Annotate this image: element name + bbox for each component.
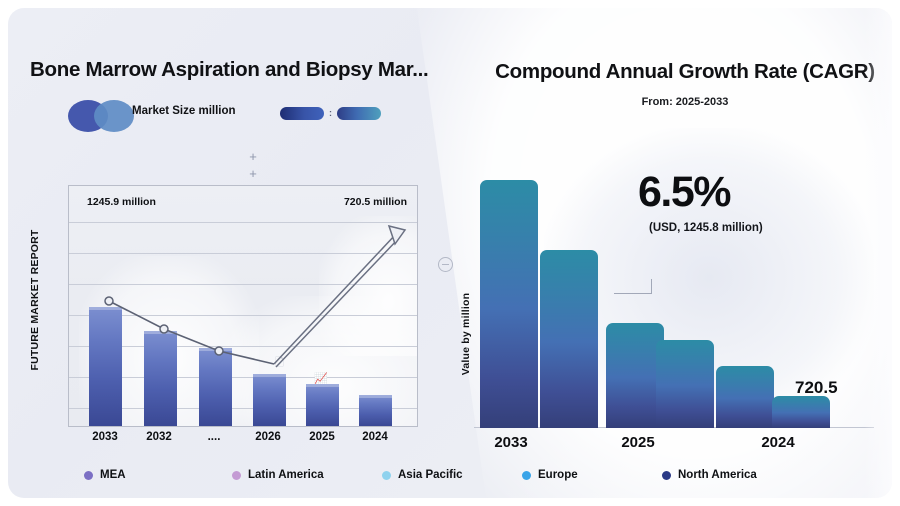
x-tick-label: 2024	[761, 434, 795, 451]
right-panel-title: Compound Annual Growth Rate (CAGR)	[495, 60, 875, 83]
x-tick-label: 2032	[146, 431, 172, 443]
minus-circle-icon	[438, 257, 453, 272]
trend-marker	[159, 324, 169, 334]
x-tick-label: 2025	[309, 431, 335, 443]
left-panel-title: Bone Marrow Aspiration and Biopsy Mar...	[30, 58, 429, 81]
x-tick-label: 2033	[494, 434, 528, 451]
x-tick-label: 2026	[255, 431, 281, 443]
chart-icon: 📈	[314, 373, 328, 385]
infographic-card: Bone Marrow Aspiration and Biopsy Mar...…	[8, 8, 892, 498]
legend-item-north-america[interactable]: North America	[662, 469, 757, 481]
legend-label-europe: Europe	[538, 469, 578, 481]
legend-dot-latin-america	[232, 470, 241, 480]
growth-arrow-head	[387, 224, 407, 246]
legend-label-latin-america: Latin America	[248, 469, 324, 481]
left-bar-chart: 1245.9 million 720.5 million 🗋 📈	[68, 185, 418, 427]
x-tick-label: 2025	[621, 434, 655, 451]
legend-label-north-america: North America	[678, 469, 757, 481]
legend-item-asia-pacific[interactable]: Asia Pacific	[382, 469, 522, 481]
venn-logo-icon	[68, 100, 134, 132]
right-annotation-value: 720.5 million	[343, 196, 407, 208]
left-chart-y-axis-label: FUTURE MARKET REPORT	[29, 229, 41, 371]
legend-dot-europe	[522, 470, 531, 480]
right-bar-chart: 2033 2025 2024	[474, 158, 874, 451]
legend-pill-separator: :	[329, 108, 332, 118]
legend-label-asia-pacific: Asia Pacific	[398, 469, 463, 481]
trend-line-overlay	[104, 224, 407, 368]
legend-dot-asia-pacific	[382, 470, 391, 480]
venn-circle-right	[94, 100, 134, 132]
legend-label-mea: MEA	[100, 469, 126, 481]
right-chart-y-axis-label: Value by million	[460, 292, 472, 376]
gridline	[69, 315, 417, 316]
decorative-plus-marks: + +	[246, 148, 260, 182]
bar-2024-b	[772, 396, 830, 428]
bar-2026	[253, 374, 286, 426]
right-panel-subtitle: From: 2025-2033	[641, 96, 729, 108]
cagr-value: 6.5%	[638, 168, 732, 216]
growth-arrow-line-a	[273, 233, 397, 365]
bar-2033	[89, 307, 122, 426]
gridline	[69, 377, 417, 378]
legend-item-europe[interactable]: Europe	[522, 469, 662, 481]
bar-2024	[359, 395, 392, 426]
decorative-bracket	[614, 279, 652, 294]
trend-marker	[214, 346, 224, 356]
bar-2025	[306, 384, 339, 426]
bar-2033-b	[540, 250, 598, 428]
x-tick-label: 2033	[92, 431, 118, 443]
legend-item-mea[interactable]: MEA	[84, 469, 232, 481]
data-label-720: 720.5	[795, 378, 838, 397]
x-tick-label: 2024	[362, 431, 388, 443]
bar-2025-a	[606, 323, 664, 428]
legend-pill-secondary	[337, 107, 381, 120]
legend-dot-mea	[84, 470, 93, 480]
left-annotation-value: 1245.9 million	[87, 196, 156, 208]
gridline	[69, 408, 417, 409]
cagr-subvalue: (USD, 1245.8 million)	[649, 222, 763, 234]
legend-item-latin-america[interactable]: Latin America	[232, 469, 382, 481]
x-tick-label: ....	[207, 431, 221, 443]
bar-2025-b	[656, 340, 714, 428]
plus-mark-1: +	[249, 149, 257, 164]
gridline	[69, 346, 417, 347]
bar-2032	[144, 331, 177, 426]
bar-2024-a	[716, 366, 774, 428]
plus-mark-2: +	[249, 166, 257, 181]
gridline	[69, 284, 417, 285]
legend-pills: :	[280, 107, 381, 120]
gridline	[69, 253, 417, 254]
legend-dot-north-america	[662, 470, 671, 480]
trend-polyline	[108, 300, 275, 365]
growth-arrow-line-b	[275, 237, 400, 368]
bar-2033-a	[480, 180, 538, 428]
region-legend: MEA Latin America Asia Pacific Europe No…	[84, 464, 804, 486]
market-size-legend-label: Market Size million	[132, 105, 236, 117]
gridline	[69, 222, 417, 223]
bar-group	[69, 186, 417, 426]
trend-marker	[104, 296, 114, 306]
left-chart-x-axis: 2033 2032 .... 2026 2025 2024	[68, 431, 418, 451]
legend-pill-primary	[280, 107, 324, 120]
